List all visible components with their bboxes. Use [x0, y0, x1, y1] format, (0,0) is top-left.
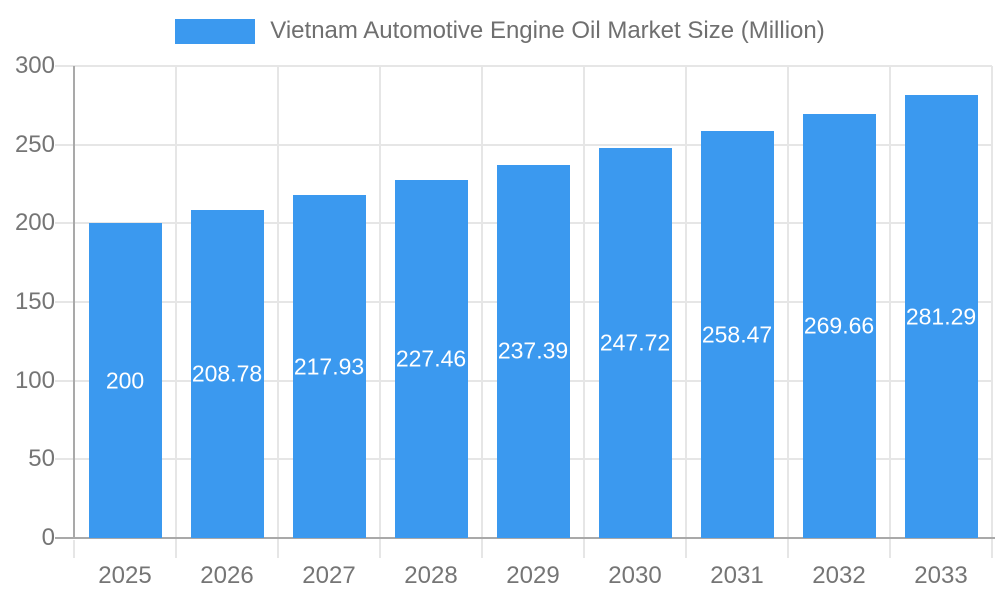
- y-tick-label: 200: [14, 209, 55, 237]
- y-gridline: [74, 143, 992, 146]
- y-tick-label: 250: [14, 130, 55, 158]
- y-tick-mark: [55, 65, 74, 67]
- x-gridline: [277, 66, 279, 558]
- y-tick-mark: [55, 301, 74, 303]
- legend-label: Vietnam Automotive Engine Oil Market Siz…: [270, 17, 825, 44]
- plot-area: 0 50 100 150 200 250 300 200 2025 208.78 2026 217.9…: [15, 52, 995, 589]
- bar-value-label: 269.66: [803, 312, 875, 339]
- y-tick-label: 300: [14, 52, 55, 79]
- y-tick-mark: [55, 458, 74, 461]
- bar-value-label: 237.39: [497, 337, 569, 364]
- x-gridline: [73, 540, 75, 558]
- y-tick-mark: [55, 222, 74, 225]
- x-gridline: [685, 66, 687, 558]
- x-tick-label: 2025: [98, 562, 152, 589]
- bar: [394, 180, 468, 538]
- x-gridline: [889, 66, 891, 558]
- x-tick-label: 2032: [812, 562, 866, 589]
- bar: [904, 95, 978, 538]
- y-tick-label: 0: [41, 524, 55, 551]
- x-axis-line: [55, 537, 995, 539]
- bar: [700, 131, 774, 538]
- y-tick-label: 150: [14, 288, 55, 315]
- y-tick-label: 50: [28, 445, 55, 473]
- bar: [598, 148, 672, 538]
- bar: [292, 195, 366, 538]
- bar-value-label: 227.46: [395, 345, 467, 372]
- x-gridline: [991, 66, 993, 558]
- y-tick-label: 100: [14, 366, 55, 394]
- bar: [802, 113, 876, 538]
- chart-legend[interactable]: Vietnam Automotive Engine Oil Market Siz…: [0, 17, 1000, 45]
- bar: [496, 164, 570, 538]
- y-tick-mark: [55, 143, 74, 146]
- y-gridline: [74, 65, 992, 67]
- bar-value-label: 258.47: [701, 321, 773, 348]
- x-tick-label: 2029: [506, 562, 560, 589]
- bar-value-label: 200: [105, 367, 145, 394]
- x-gridline: [379, 66, 381, 558]
- y-axis-line: [73, 66, 75, 538]
- x-tick-label: 2028: [404, 562, 458, 589]
- x-gridline: [175, 66, 177, 558]
- x-gridline: [787, 66, 789, 558]
- x-tick-label: 2026: [200, 562, 254, 589]
- y-tick-mark: [55, 379, 74, 382]
- bar-value-label: 208.78: [191, 360, 263, 387]
- bar: [88, 223, 162, 538]
- bar: [190, 209, 264, 538]
- x-gridline: [481, 66, 483, 558]
- x-tick-label: 2031: [710, 562, 764, 589]
- x-gridline: [583, 66, 585, 558]
- bar-value-label: 217.93: [293, 353, 365, 380]
- bar-value-label: 247.72: [599, 329, 671, 356]
- legend-swatch: [175, 18, 256, 44]
- x-tick-label: 2027: [302, 562, 356, 589]
- bar-value-label: 281.29: [905, 303, 977, 330]
- x-tick-label: 2030: [608, 562, 662, 589]
- x-tick-label: 2033: [914, 562, 968, 589]
